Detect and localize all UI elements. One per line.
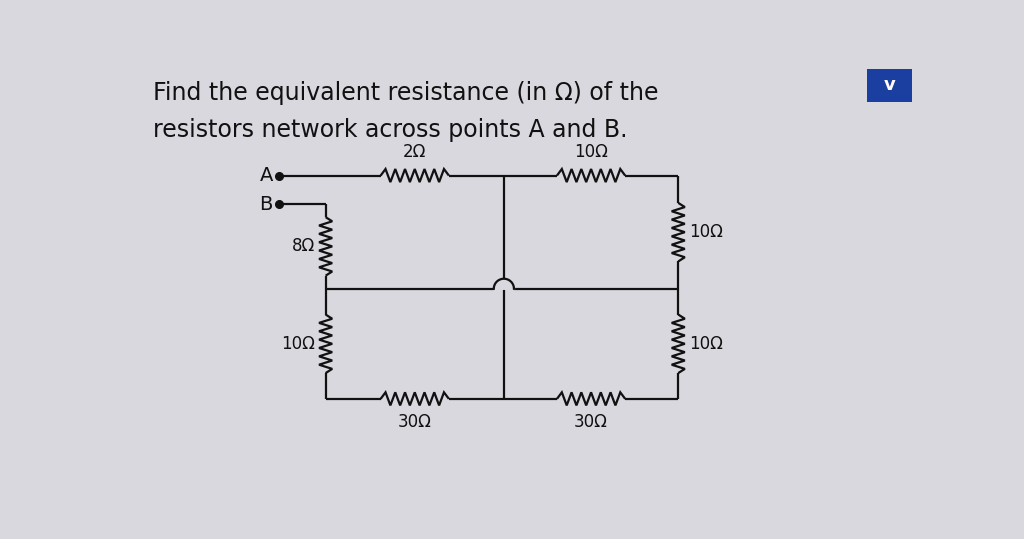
FancyBboxPatch shape [867, 68, 912, 102]
Text: v: v [884, 77, 896, 94]
Text: 10Ω: 10Ω [689, 335, 723, 353]
Text: 10Ω: 10Ω [689, 223, 723, 241]
Text: 8Ω: 8Ω [292, 237, 314, 255]
Text: 10Ω: 10Ω [574, 143, 608, 161]
Text: A: A [259, 166, 273, 185]
Text: B: B [259, 195, 273, 213]
Text: 2Ω: 2Ω [403, 143, 426, 161]
Text: Find the equivalent resistance (in Ω) of the: Find the equivalent resistance (in Ω) of… [153, 81, 658, 105]
Text: 30Ω: 30Ω [574, 413, 608, 431]
Text: 30Ω: 30Ω [397, 413, 432, 431]
Text: resistors network across points A and B.: resistors network across points A and B. [153, 118, 628, 142]
Text: 10Ω: 10Ω [281, 335, 314, 353]
